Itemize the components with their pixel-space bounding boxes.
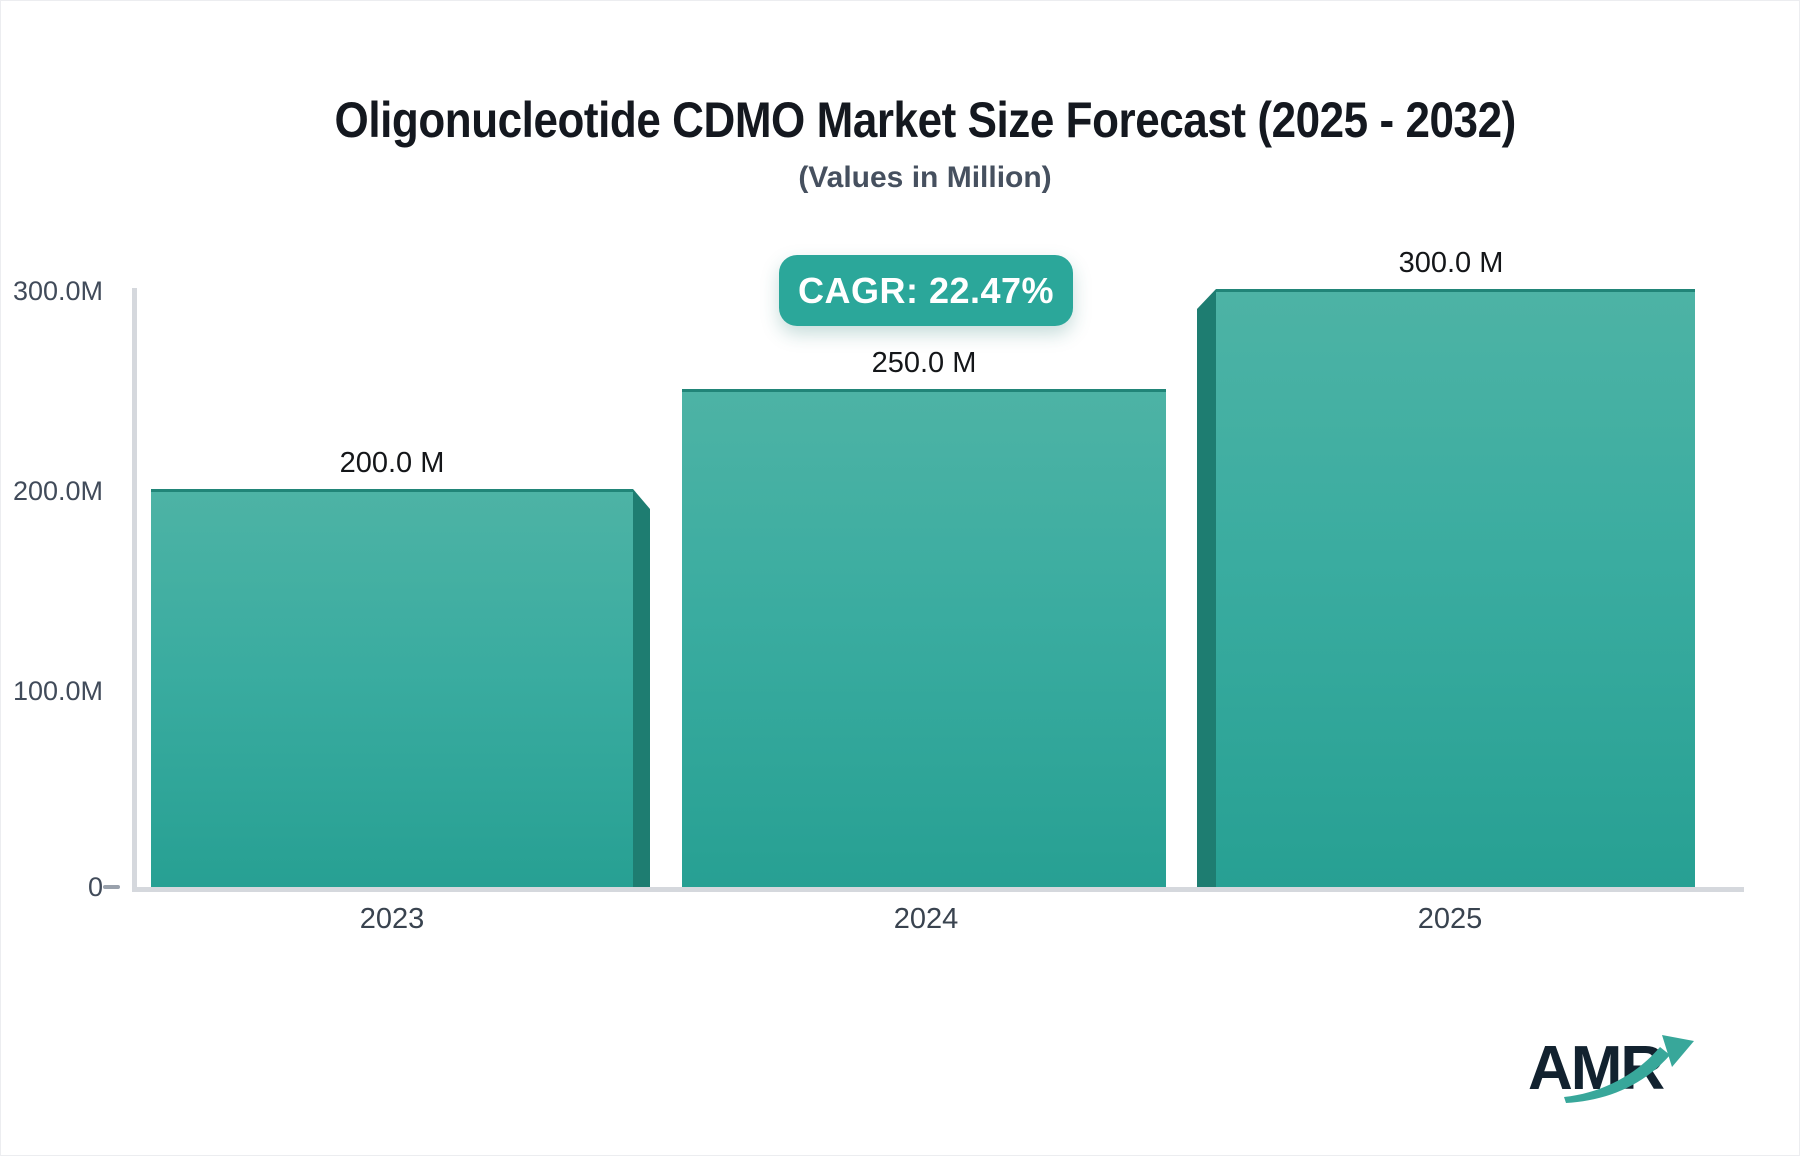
page-title-text: Oligonucleotide CDMO Market Size Forecas… [334,92,1516,148]
y-tick-label-100: 100.0M [12,676,103,706]
zero-tick-mark [103,885,120,889]
bar-2025-side-shadow [1197,289,1216,887]
bar-2023 [151,489,633,887]
x-tick-label-2025: 2025 [1417,903,1483,935]
chart-subtitle: (Values in Million) [798,161,1052,194]
x-tick-label-2024: 2024 [893,903,959,935]
cagr-badge-label: CAGR: 22.47% [797,269,1055,311]
bar-2025 [1216,289,1695,887]
bar-value-label-2025: 300.0 M [1398,247,1504,279]
bar-2024 [682,389,1166,887]
growth-arrow-icon [1564,1035,1694,1103]
x-axis-line [132,887,1744,892]
page-title: Oligonucleotide CDMO Market Size Forecas… [51,91,1799,149]
bar-value-label-2024: 250.0 M [871,347,977,379]
y-axis-line [132,288,137,889]
x-tick-label-2023: 2023 [359,903,425,935]
cagr-badge: CAGR: 22.47% [779,255,1073,326]
bar-value-label-2023: 200.0 M [339,447,445,479]
bar-2023-side-shadow [633,489,650,887]
y-tick-label-300: 300.0M [12,276,103,306]
y-tick-label-0: 0 [87,872,103,902]
y-tick-label-200: 200.0M [12,476,103,506]
amr-logo: AMR [1528,1034,1694,1103]
